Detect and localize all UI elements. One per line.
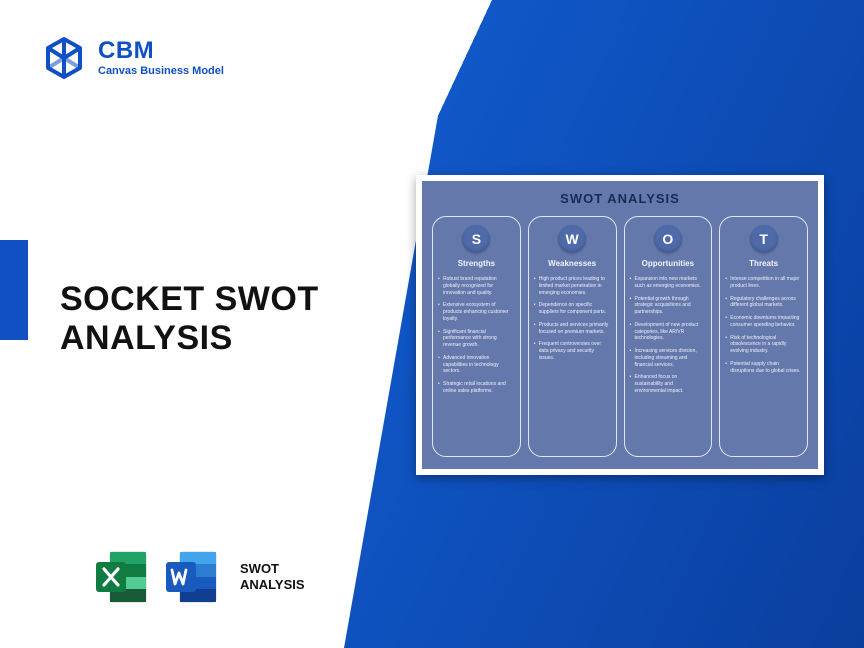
swot-item: Economic downturns impacting consumer sp… [726,315,801,329]
swot-item: High product prices leading to limited m… [535,276,610,296]
swot-item: Risk of technological obsolescence in a … [726,335,801,355]
swot-item: Significant financial performance with s… [439,329,514,349]
swot-column-heading: Threats [749,259,778,268]
file-label: SWOT ANALYSIS [240,561,305,594]
swot-items: High product prices leading to limited m… [535,276,610,362]
swot-item: Extensive ecosystem of products enhancin… [439,302,514,322]
word-icon [160,546,222,608]
swot-columns: S Strengths Robust brand reputation global… [432,216,808,457]
file-label-line-1: SWOT [240,561,305,577]
logo-title: CBM [98,39,224,63]
swot-items: Intense competition in all major product… [726,276,801,374]
swot-panel: SWOT ANALYSIS S Strengths Robust brand rep… [416,175,824,475]
logo-subtitle: Canvas Business Model [98,65,224,77]
blue-accent-block [0,240,28,340]
excel-icon [90,546,152,608]
swot-column: S Strengths Robust brand reputation global… [432,216,521,457]
swot-item: Intense competition in all major product… [726,276,801,290]
swot-item: Strategic retail locations and online sa… [439,381,514,395]
swot-column: O Opportunities Expansion into new markets… [624,216,713,457]
headline-line-1: SOCKET SWOT [60,280,319,319]
swot-item: Development of new product categories, l… [631,322,706,342]
swot-column: T Threats Intense competition in all major… [719,216,808,457]
file-label-line-2: ANALYSIS [240,577,305,593]
swot-badge: S [462,225,490,253]
swot-column: W Weaknesses High product prices leading t… [528,216,617,457]
swot-column-heading: Weaknesses [548,259,596,268]
swot-item: Frequent controversies over data privacy… [535,341,610,361]
file-icons-row: SWOT ANALYSIS [90,546,305,608]
main-headline: SOCKET SWOT ANALYSIS [60,280,319,358]
swot-badge: W [558,225,586,253]
swot-item: Enhanced focus on sustainability and env… [631,374,706,394]
swot-column-heading: Opportunities [642,259,694,268]
logo-text: CBM Canvas Business Model [98,39,224,77]
swot-item: Increasing services division, including … [631,348,706,368]
headline-line-2: ANALYSIS [60,319,319,358]
swot-item: Potential supply chain disruptions due t… [726,361,801,375]
brand-logo: CBM Canvas Business Model [42,36,224,80]
swot-item: Expansion into new markets such as emerg… [631,276,706,290]
swot-panel-title: SWOT ANALYSIS [432,191,808,206]
page-canvas: CBM Canvas Business Model SOCKET SWOT AN… [0,0,864,648]
logo-icon [42,36,86,80]
swot-item: Products and services primarily focused … [535,322,610,336]
swot-items: Expansion into new markets such as emerg… [631,276,706,395]
swot-item: Dependence on specific suppliers for com… [535,302,610,316]
swot-item: Regulatory challenges across different g… [726,296,801,310]
swot-badge: T [750,225,778,253]
swot-badge: O [654,225,682,253]
swot-item: Robust brand reputation globally recogni… [439,276,514,296]
swot-item: Advanced innovation capabilities in tech… [439,355,514,375]
swot-column-heading: Strengths [458,259,495,268]
swot-item: Potential growth through strategic acqui… [631,296,706,316]
swot-items: Robust brand reputation globally recogni… [439,276,514,395]
